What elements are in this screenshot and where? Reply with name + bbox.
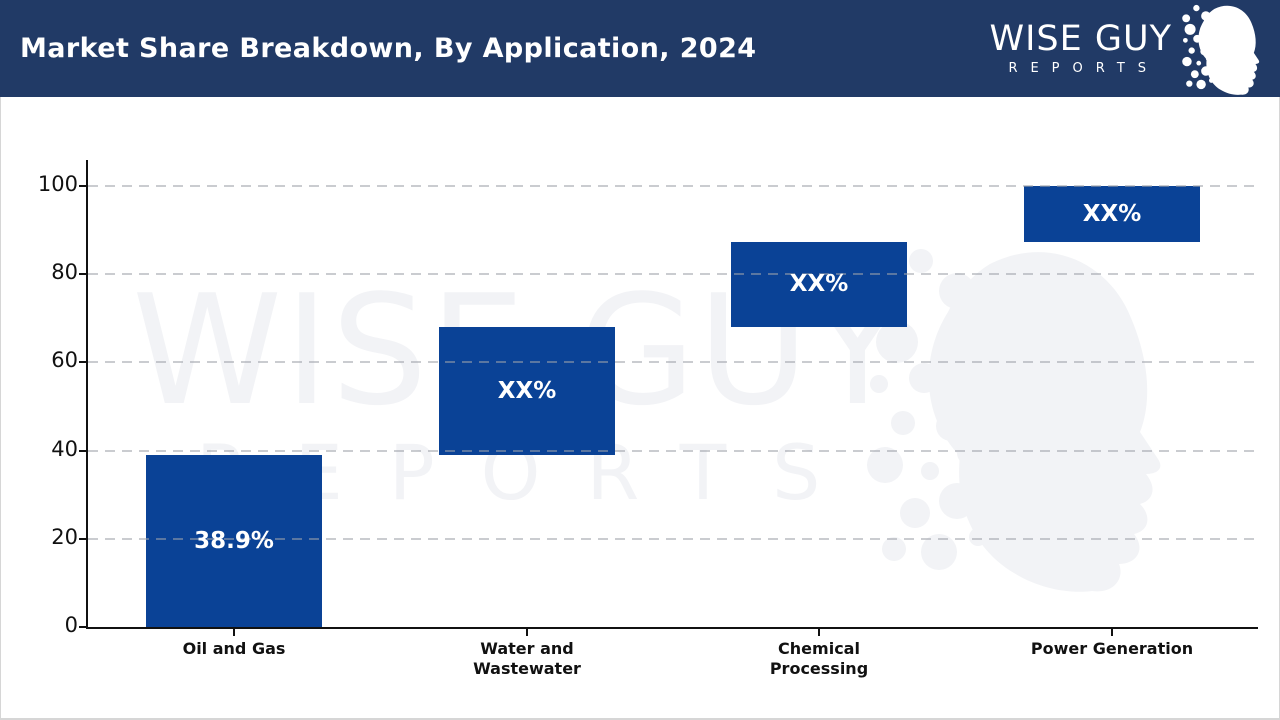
brand-head-icon [1182,4,1260,95]
x-tick-water-and [526,629,528,636]
bar-oil-and-gas [146,455,322,627]
y-tick-label-40: 40 [51,437,78,461]
bar-label-water-and: XX% [497,378,557,404]
bar-power-generation [1024,186,1200,242]
page-title: Market Share Breakdown, By Application, … [20,33,757,64]
category-label-water-and: Water and Wastewater [473,639,581,678]
x-axis-line [86,627,1258,629]
bar-label-oil-and-gas: 38.9% [194,528,274,554]
y-tick-40 [79,450,86,452]
bar-label-power-generation: XX% [1082,201,1142,227]
x-tick-chemical [818,629,820,636]
y-tick-label-20: 20 [51,525,78,549]
y-tick-20 [79,538,86,540]
x-tick-oil-and-gas [233,629,235,636]
y-tick-100 [79,185,86,187]
brand-name: WISE GUY [989,19,1172,59]
y-tick-0 [79,626,86,628]
category-label-chemical: Chemical Processing [769,639,869,678]
header-bar: Market Share Breakdown, By Application, … [0,0,1280,97]
brand-logo-text: WISE GUY REPORTS [989,19,1172,76]
category-label-oil-and-gas: Oil and Gas [182,639,286,658]
y-tick-label-0: 0 [64,613,78,637]
gridline-20 [88,538,1258,540]
gridline-100 [88,185,1258,187]
y-axis-line [86,160,88,629]
y-tick-label-100: 100 [37,172,78,196]
y-tick-label-80: 80 [51,260,78,284]
category-label-power-generation: Power Generation [1030,639,1194,658]
brand-logo: WISE GUY REPORTS [989,0,1266,97]
bar-label-chemical: XX% [789,271,849,297]
bar-water-and [439,327,615,455]
gridline-40 [88,450,1258,452]
x-tick-power-generation [1111,629,1113,636]
bar-chemical [731,242,907,327]
y-tick-60 [79,361,86,363]
gridline-80 [88,273,1258,275]
gridline-60 [88,361,1258,363]
brand-tagline: REPORTS [1008,61,1160,76]
y-tick-label-60: 60 [51,348,78,372]
y-tick-80 [79,273,86,275]
